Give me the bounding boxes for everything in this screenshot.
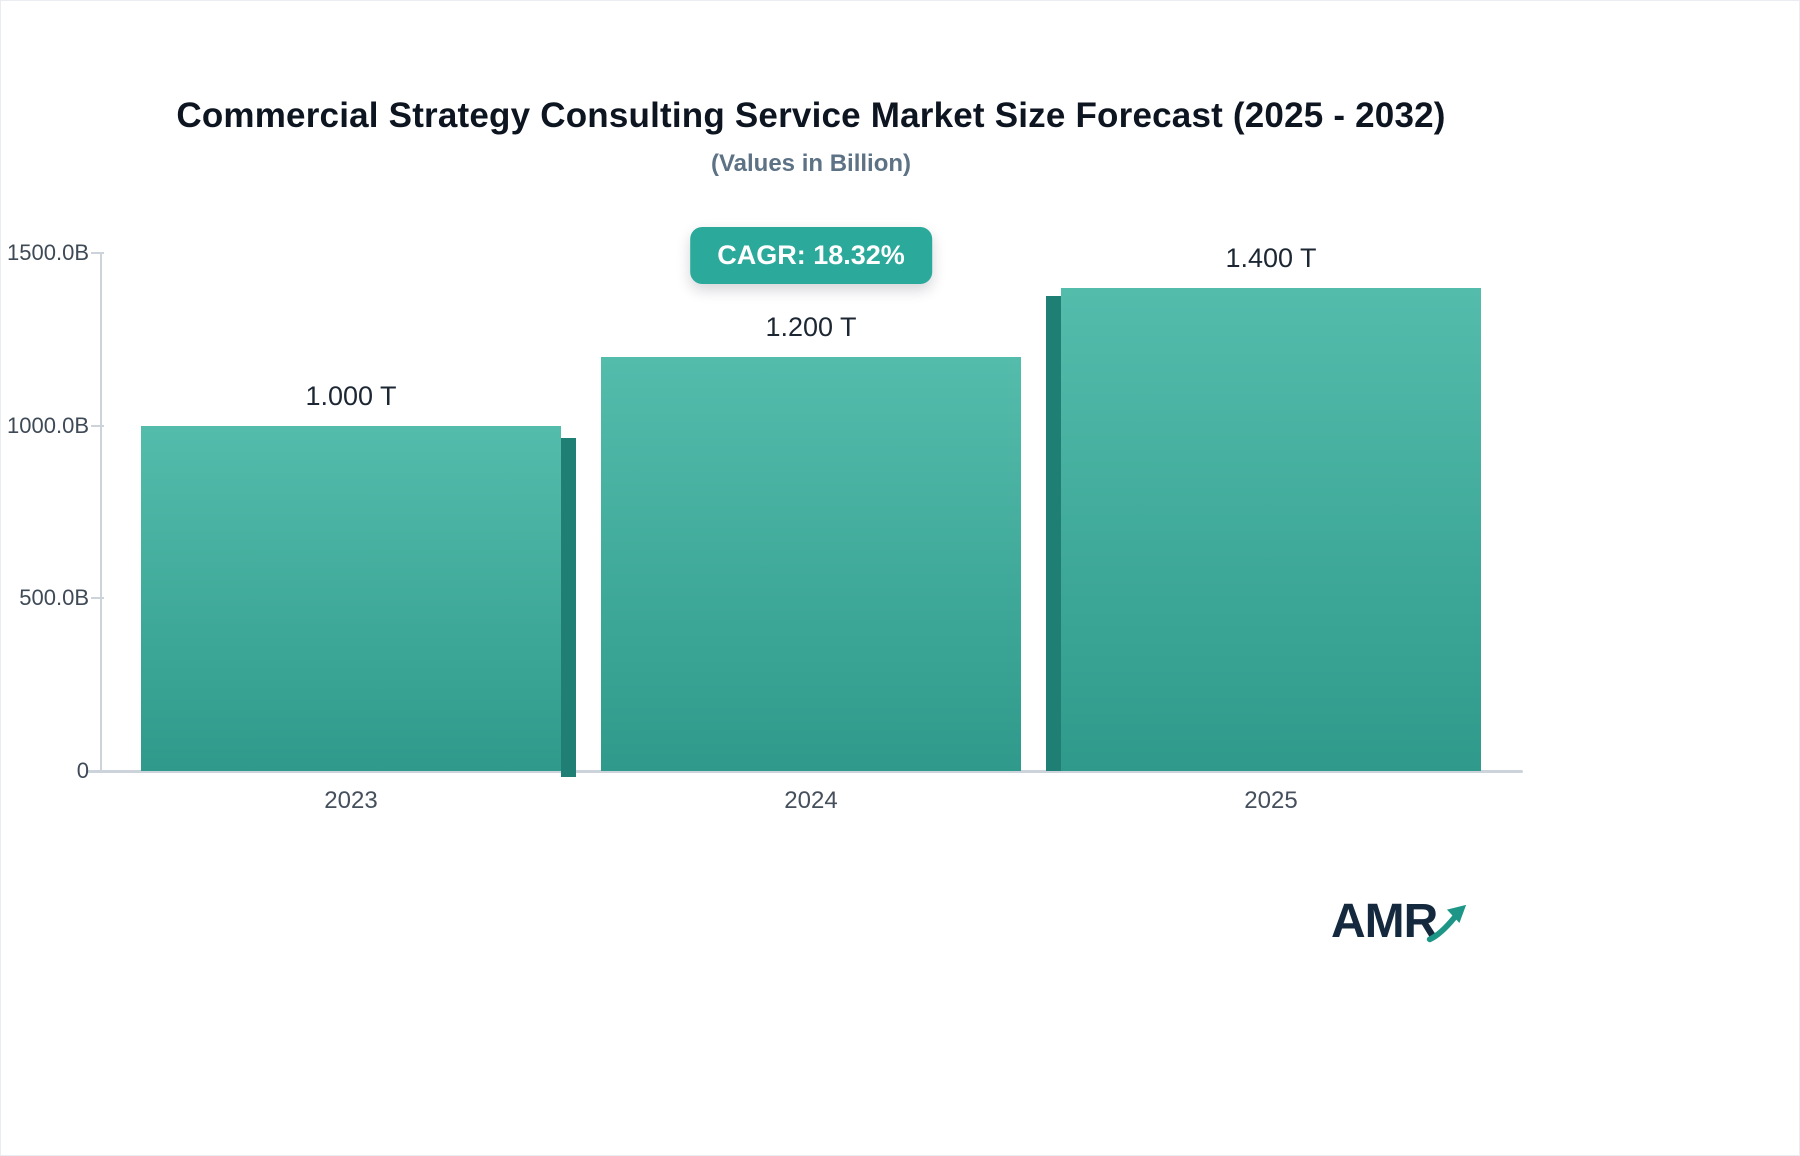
- bar-2023: 1.000 T: [141, 381, 576, 777]
- x-axis-label: 2024: [784, 787, 838, 814]
- y-axis: 1500.0B 1000.0B 500.0B 0: [1, 240, 104, 783]
- bar-group-2023: 1.000 T 2023: [141, 253, 576, 814]
- chart-subtitle: (Values in Billion): [710, 150, 912, 177]
- y-tick-mark: [91, 424, 104, 427]
- y-tick-label: 1000.0B: [7, 412, 89, 438]
- bar-2025: 1.400 T: [1046, 243, 1481, 771]
- bar-group-2025: 1.400 T 2025: [1046, 243, 1481, 814]
- bar-value-label: 1.400 T: [1225, 242, 1317, 273]
- bar-value-label: 1.200 T: [765, 311, 857, 342]
- x-axis-label: 2023: [324, 787, 378, 814]
- chart-title: Commercial Strategy Consulting Service M…: [176, 96, 1446, 135]
- x-axis-line: [86, 770, 1523, 773]
- bars: 1.000 T 2023 1.200 T 2024 1.400 T 2025: [101, 243, 1521, 814]
- bar-3d-side: [561, 437, 576, 777]
- y-tick-label: 0: [76, 758, 89, 783]
- bar-group-2024: 1.200 T 2024: [601, 253, 1021, 814]
- y-tick-mark: [91, 770, 104, 772]
- brand-logo-text: AMR: [1331, 895, 1438, 948]
- y-tick-mark: [91, 597, 104, 600]
- y-axis-line: [100, 252, 102, 772]
- x-axis-label: 2025: [1244, 787, 1298, 814]
- plot-area: 1.000 T 2023 1.200 T 2024 1.400 T 2025: [101, 243, 1521, 814]
- bar-2024: 1.200 T: [601, 312, 1021, 771]
- y-tick-label: 500.0B: [19, 585, 89, 611]
- trend-up-arrow-icon: [1427, 904, 1467, 942]
- cagr-badge: CAGR: 18.32%: [690, 227, 932, 284]
- bar-3d-side: [1046, 295, 1061, 771]
- brand-logo: AMR: [1331, 894, 1469, 949]
- y-tick-label: 1500.0B: [7, 240, 89, 265]
- y-tick-mark: [91, 252, 104, 254]
- bar-value-label: 1.000 T: [305, 380, 397, 411]
